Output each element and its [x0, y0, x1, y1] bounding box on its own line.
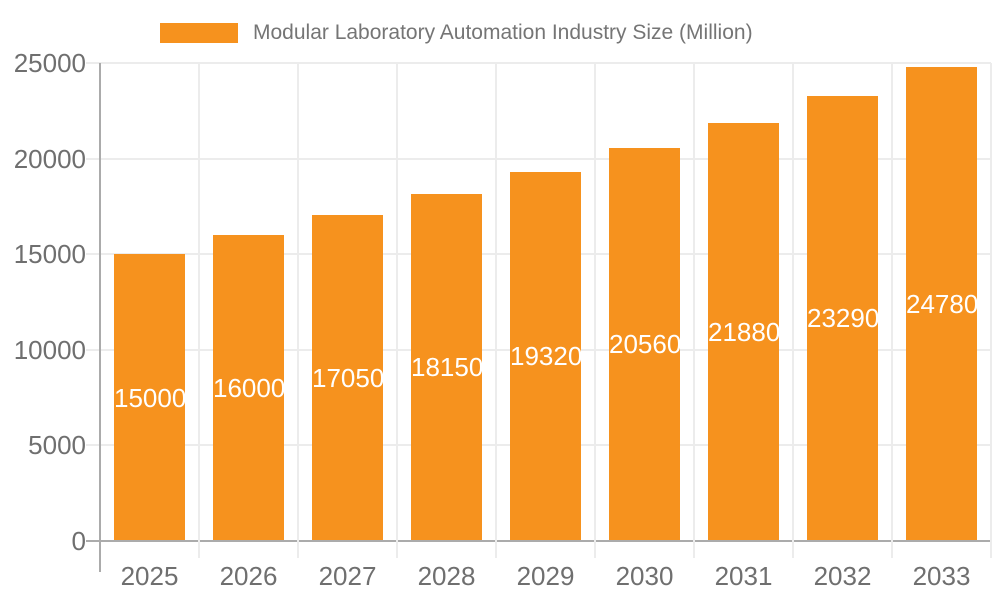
chart-legend[interactable]: Modular Laboratory Automation Industry S…: [160, 21, 753, 45]
bar-2028[interactable]: [411, 193, 482, 540]
x-axis-tick-label: 2031: [714, 561, 773, 591]
x-gridline: [693, 63, 695, 558]
bar-value-label: 23290: [807, 303, 880, 334]
y-axis-tick-label: 20000: [13, 143, 86, 174]
bar-value-label: 21880: [708, 316, 781, 347]
x-gridline: [594, 63, 596, 558]
bar-value-label: 15000: [114, 382, 187, 413]
bar-value-label: 19320: [510, 341, 583, 372]
bar-2031[interactable]: [708, 122, 779, 540]
x-axis-tick-label: 2030: [615, 561, 674, 591]
x-axis-line: [86, 540, 991, 542]
x-axis-tick-label: 2029: [516, 561, 575, 591]
x-axis-tick-label: 2026: [219, 561, 278, 591]
x-gridline: [792, 63, 794, 558]
x-axis-tick-label: 2027: [318, 561, 377, 591]
bar-value-label: 20560: [609, 329, 682, 360]
bar-2027[interactable]: [312, 215, 383, 540]
x-gridline: [495, 63, 497, 558]
bar-value-label: 24780: [906, 289, 979, 320]
x-gridline: [396, 63, 398, 558]
x-axis-tick-label: 2033: [912, 561, 971, 591]
bar-value-label: 18150: [411, 352, 484, 383]
bar-2029[interactable]: [510, 171, 581, 540]
bar-2032[interactable]: [807, 95, 878, 540]
legend-swatch: [160, 23, 238, 43]
y-gridline: [86, 62, 991, 64]
x-gridline: [198, 63, 200, 558]
y-gridline: [86, 157, 991, 160]
bar-value-label: 17050: [312, 363, 385, 393]
y-axis-tick-label: 25000: [13, 48, 86, 78]
x-gridline: [891, 63, 893, 558]
bar-2030[interactable]: [609, 147, 680, 540]
x-gridline: [297, 63, 299, 558]
y-axis-tick-label: 5000: [28, 430, 86, 461]
x-axis-tick-label: 2025: [120, 561, 179, 591]
x-axis-tick-label: 2032: [813, 561, 872, 591]
x-axis-tick-label: 2028: [417, 561, 476, 591]
bar-2026[interactable]: [213, 235, 284, 540]
x-gridline: [990, 63, 992, 558]
y-axis-line: [99, 63, 101, 572]
bar-2025[interactable]: [114, 254, 185, 540]
y-axis-tick-label: 10000: [13, 334, 86, 365]
bar-value-label: 16000: [213, 373, 286, 404]
y-axis-tick-label: 15000: [13, 239, 86, 270]
bar-2033[interactable]: [906, 67, 977, 540]
y-axis-tick-label: 0: [71, 526, 86, 556]
legend-title: Modular Laboratory Automation Industry S…: [253, 21, 753, 44]
